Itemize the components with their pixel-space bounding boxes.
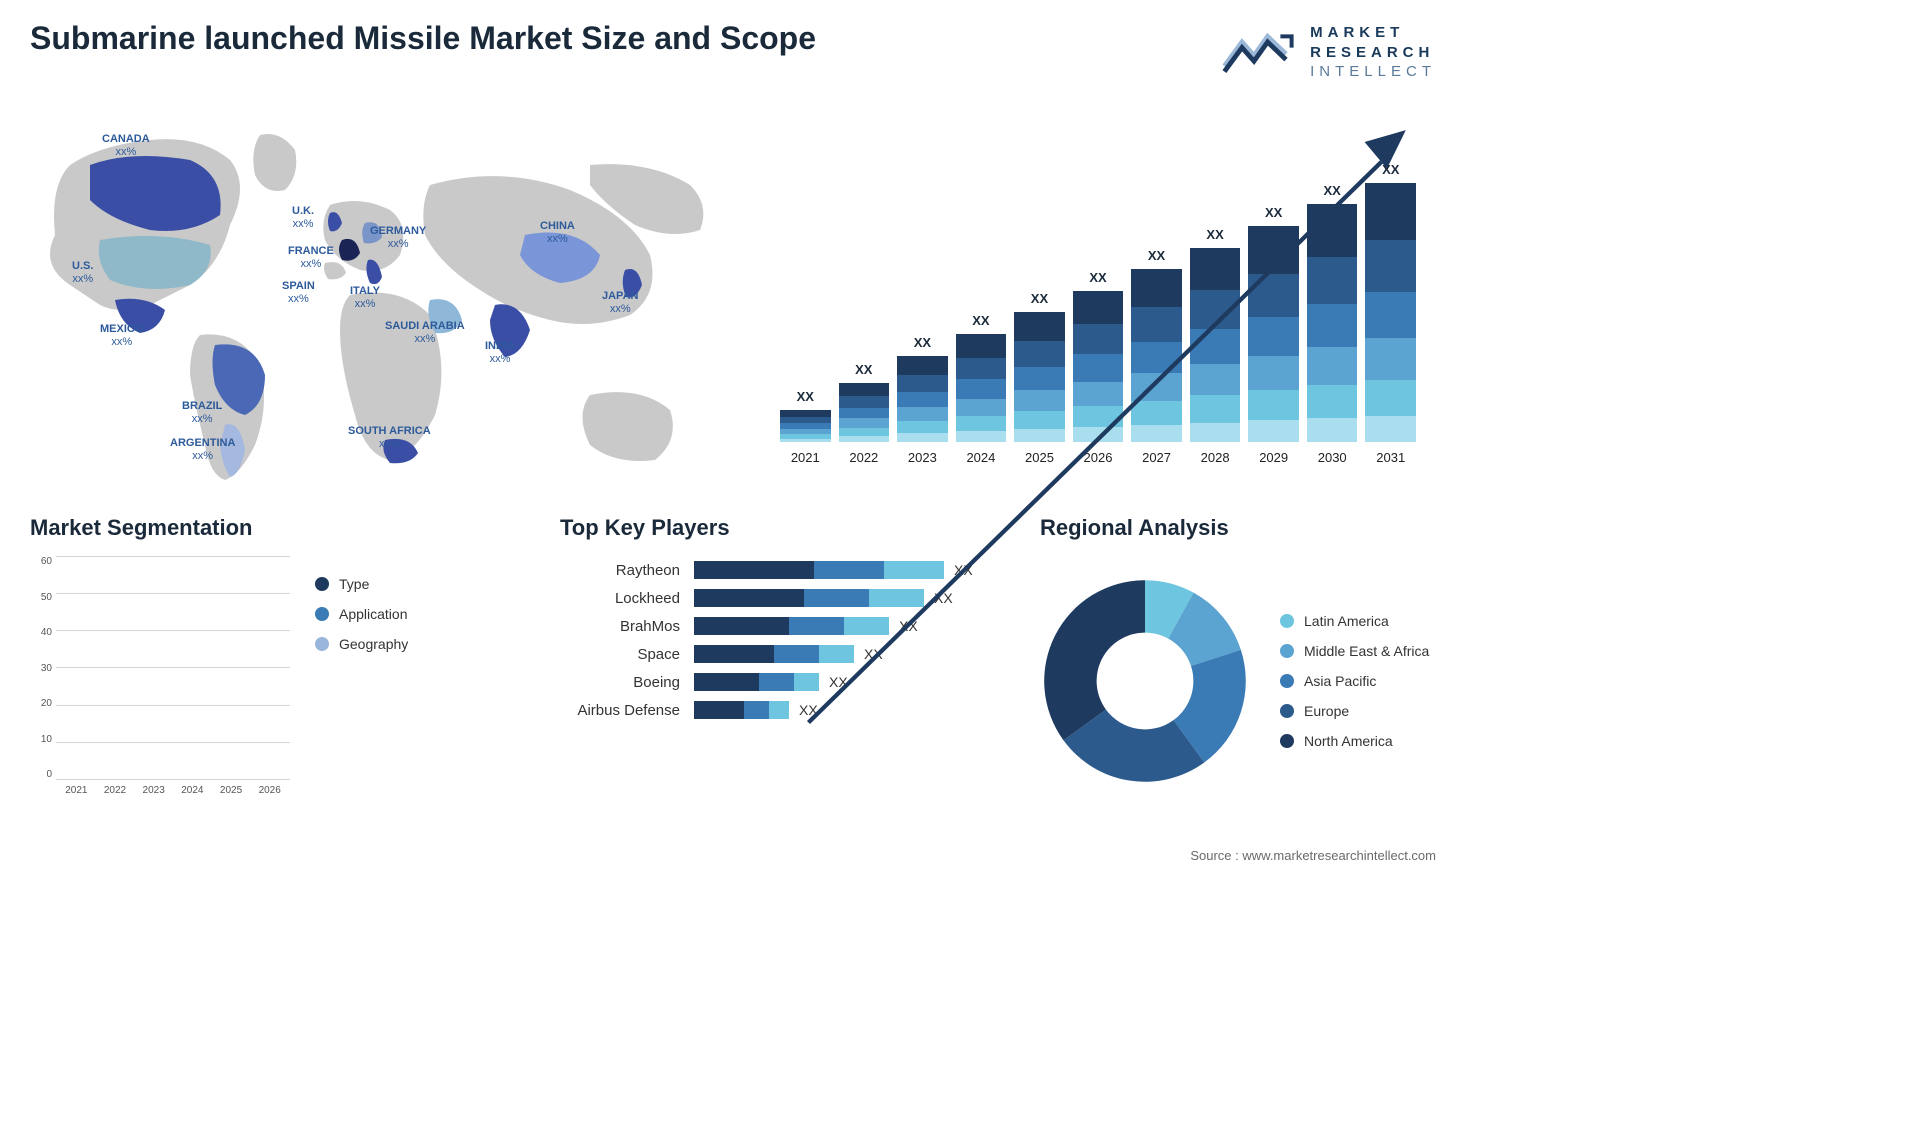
growth-bar-value: XX [972,313,989,328]
map-label: BRAZILxx% [182,400,222,426]
key-player-row: Space XX [560,645,1000,663]
legend-item: Application [315,606,408,622]
page-title: Submarine launched Missile Market Size a… [30,20,816,57]
growth-bar-year: 2030 [1318,450,1347,465]
growth-bar: XX 2028 [1190,227,1241,465]
growth-bar-year: 2027 [1142,450,1171,465]
growth-bar: XX 2031 [1365,162,1416,465]
growth-bar-year: 2025 [1025,450,1054,465]
map-label: SPAINxx% [282,280,315,306]
growth-bar-year: 2028 [1201,450,1230,465]
key-player-value: XX [829,674,848,690]
growth-bar-value: XX [1206,227,1223,242]
map-label: SAUDI ARABIAxx% [385,320,465,346]
legend-item: Middle East & Africa [1280,643,1429,659]
row-bottom: Market Segmentation 0102030405060 202120… [30,515,1436,805]
growth-bar: XX 2024 [956,313,1007,465]
key-player-name: Airbus Defense [560,702,680,719]
growth-bar-value: XX [1148,248,1165,263]
map-label: CANADAxx% [102,133,150,159]
growth-bar: XX 2030 [1307,183,1358,465]
key-player-value: XX [954,562,973,578]
growth-bar: XX 2029 [1248,205,1299,465]
map-label: SOUTH AFRICAxx% [348,425,431,451]
growth-bar-year: 2024 [966,450,995,465]
map-label: ARGENTINAxx% [170,437,235,463]
key-player-value: XX [864,646,883,662]
key-player-row: Airbus Defense XX [560,701,1000,719]
key-player-name: Raytheon [560,562,680,579]
growth-bar-year: 2022 [849,450,878,465]
segmentation-panel: Market Segmentation 0102030405060 202120… [30,515,520,805]
growth-bar: XX 2025 [1014,291,1065,465]
legend-item: Geography [315,636,408,652]
growth-bar-year: 2029 [1259,450,1288,465]
key-player-value: XX [799,702,818,718]
header: Submarine launched Missile Market Size a… [30,20,1436,85]
source-text: Source : www.marketresearchintellect.com [1190,848,1436,863]
map-label: ITALYxx% [350,285,380,311]
growth-bar: XX 2026 [1073,270,1124,465]
growth-bar-value: XX [1089,270,1106,285]
key-player-name: BrahMos [560,618,680,635]
legend-item: Asia Pacific [1280,673,1429,689]
legend-item: Europe [1280,703,1429,719]
map-label: U.S.xx% [72,260,93,286]
key-player-row: Lockheed XX [560,589,1000,607]
key-player-row: Boeing XX [560,673,1000,691]
growth-chart-panel: XX 2021 XX 2022 XX 2023 XX 2024 XX 2025 XX 2026 XX 20… [760,105,1436,495]
key-player-row: BrahMos XX [560,617,1000,635]
growth-chart: XX 2021 XX 2022 XX 2023 XX 2024 XX 2025 XX 2026 XX 20… [760,105,1436,495]
growth-bar-value: XX [855,362,872,377]
key-player-name: Lockheed [560,590,680,607]
growth-bar-year: 2023 [908,450,937,465]
growth-bar-value: XX [914,335,931,350]
growth-bar-value: XX [1324,183,1341,198]
growth-bar-value: XX [797,389,814,404]
regional-donut-chart [1040,576,1250,786]
donut-slice [1044,580,1145,740]
world-map-panel: CANADAxx% U.S.xx% MEXICOxx% BRAZILxx% ARGENT… [30,105,730,495]
key-player-name: Space [560,646,680,663]
regional-title: Regional Analysis [1040,515,1436,541]
key-player-value: XX [934,590,953,606]
legend-item: Type [315,576,408,592]
map-label: FRANCExx% [288,245,334,271]
regional-panel: Regional Analysis Latin America Middle Ea… [1040,515,1436,805]
key-players-chart: RaytheonXXLockheedXXBrahMosXXSpaceXXBoei… [560,556,1000,719]
key-player-name: Boeing [560,674,680,691]
key-player-value: XX [899,618,918,634]
growth-bar: XX 2027 [1131,248,1182,465]
map-label: GERMANYxx% [370,225,426,251]
segmentation-title: Market Segmentation [30,515,520,541]
regional-legend: Latin America Middle East & Africa Asia Pa… [1280,613,1429,749]
growth-bar-year: 2026 [1084,450,1113,465]
legend-item: North America [1280,733,1429,749]
key-players-panel: Top Key Players RaytheonXXLockheedXXBrah… [560,515,1000,805]
logo-icon [1218,20,1298,85]
growth-bar-value: XX [1265,205,1282,220]
key-players-title: Top Key Players [560,515,1000,541]
growth-bar: XX 2022 [839,362,890,465]
segmentation-legend: Type Application Geography [315,556,408,805]
logo-text: MARKET RESEARCH INTELLECT [1310,23,1436,82]
growth-bar: XX 2021 [780,389,831,465]
map-label: U.K.xx% [292,205,314,231]
row-top: CANADAxx% U.S.xx% MEXICOxx% BRAZILxx% ARGENT… [30,105,1436,495]
growth-bar-year: 2031 [1376,450,1405,465]
map-label: INDIAxx% [485,340,515,366]
brand-logo: MARKET RESEARCH INTELLECT [1218,20,1436,85]
key-player-row: Raytheon XX [560,561,1000,579]
map-label: JAPANxx% [602,290,638,316]
segmentation-chart: 0102030405060 202120222023202420252026 [30,556,290,805]
growth-bar-year: 2021 [791,450,820,465]
map-label: MEXICOxx% [100,323,143,349]
growth-bar: XX 2023 [897,335,948,465]
legend-item: Latin America [1280,613,1429,629]
growth-bar-value: XX [1031,291,1048,306]
map-label: CHINAxx% [540,220,575,246]
growth-bar-value: XX [1382,162,1399,177]
